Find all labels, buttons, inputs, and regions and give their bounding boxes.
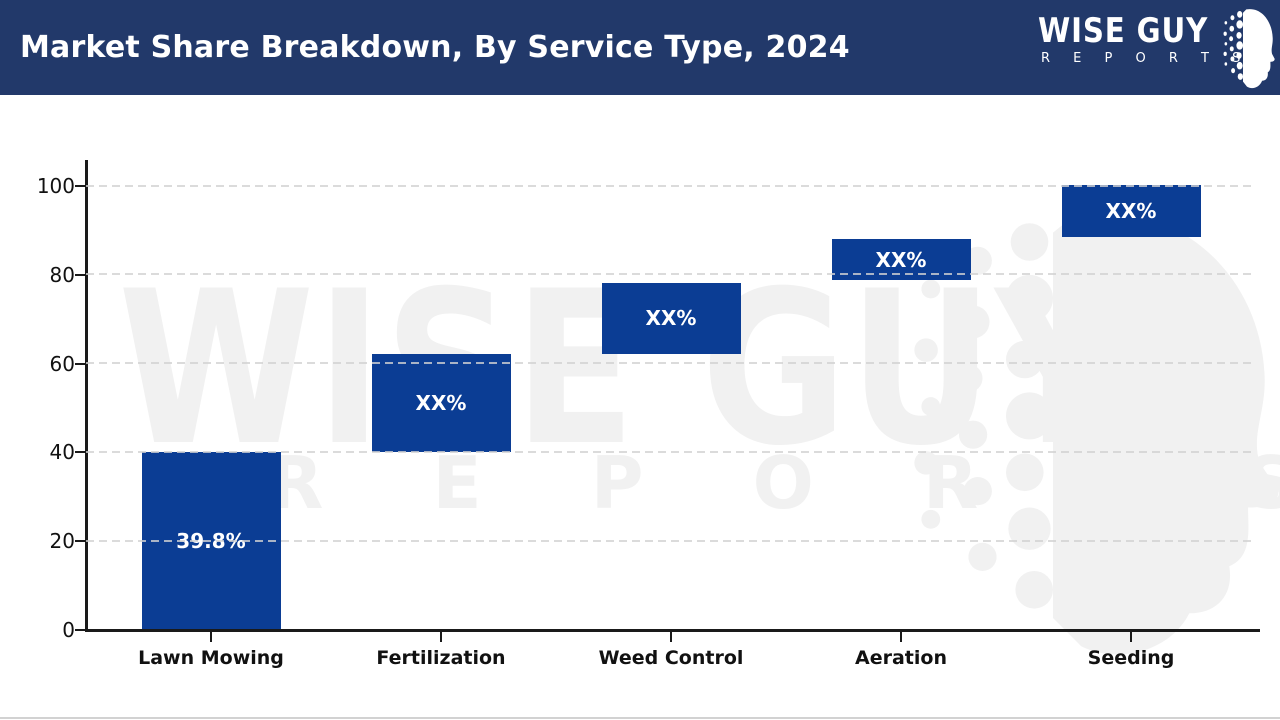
- plot-region: 0 20 40 60 80 100 39.8% Lawn Mowing XX% Fertiliza…: [0, 95, 1280, 720]
- bar-value-label: XX%: [645, 306, 697, 331]
- bar: XX%: [601, 282, 741, 354]
- y-axis-line: [85, 160, 88, 629]
- x-tick-label: Weed Control: [598, 647, 744, 669]
- x-tick-label: Fertilization: [376, 647, 506, 669]
- bar-value-label: XX%: [415, 391, 467, 415]
- gridline: [86, 362, 1254, 365]
- y-tick: [75, 451, 85, 454]
- logo-subtitle: R E P O R T S: [1041, 51, 1250, 66]
- logo-wordmark: WISE GUY: [1038, 11, 1209, 51]
- wise-guy-reports-logo: WISE GUY R E P O R T S: [1038, 9, 1278, 89]
- y-tick-label: 40: [49, 440, 75, 465]
- x-tick: [900, 632, 902, 642]
- wise-guy-head-icon: [1210, 6, 1276, 94]
- x-tick: [210, 632, 212, 642]
- x-tick-label: Seeding: [1087, 647, 1175, 669]
- x-axis-line: [85, 629, 1260, 632]
- y-tick-label: 100: [36, 174, 75, 198]
- y-tick-label: 60: [49, 351, 75, 376]
- gridline: [86, 450, 1254, 453]
- gridline: [86, 184, 1254, 187]
- x-tick-label: Aeration: [855, 647, 947, 669]
- y-tick-label: 80: [49, 262, 75, 287]
- y-tick: [75, 629, 85, 631]
- bar: XX%: [1061, 185, 1201, 237]
- bar-value-label: XX%: [1105, 198, 1157, 223]
- bar-value-label: XX%: [875, 247, 927, 272]
- x-tick: [1130, 632, 1132, 642]
- y-tick: [75, 540, 85, 543]
- gridline: [86, 273, 1254, 276]
- chart-area: WISE GUY R E P O R T S 0 20 40 60 80 100 39.8%: [0, 95, 1280, 720]
- bottom-divider: [0, 717, 1280, 719]
- watermark-head-icon: [818, 195, 1280, 669]
- y-tick-label: 20: [49, 529, 75, 554]
- x-tick: [670, 632, 672, 642]
- bar: XX%: [371, 353, 511, 453]
- header-bar: Market Share Breakdown, By Service Type,…: [0, 0, 1280, 95]
- y-tick: [75, 362, 85, 365]
- page-title: Market Share Breakdown, By Service Type,…: [20, 30, 850, 65]
- x-tick-label: Lawn Mowing: [138, 647, 284, 669]
- gridline: [86, 539, 1254, 542]
- y-tick: [75, 185, 85, 187]
- x-tick: [440, 632, 442, 642]
- y-tick: [75, 273, 85, 276]
- y-tick-label: 0: [62, 618, 75, 642]
